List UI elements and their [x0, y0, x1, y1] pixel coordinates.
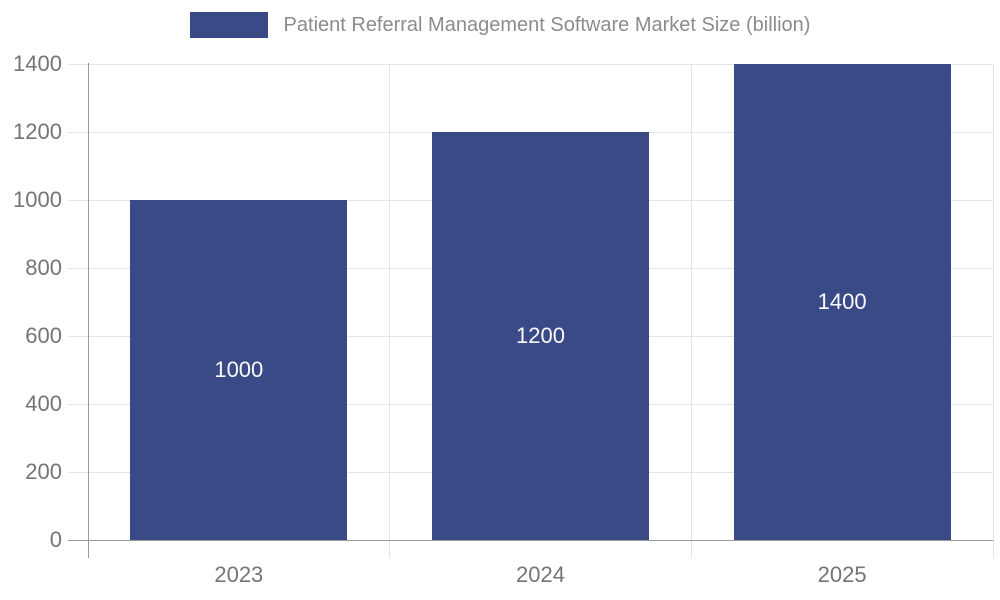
y-axis-tick	[68, 471, 88, 473]
y-tick-label: 800	[25, 255, 62, 280]
y-tick-label: 600	[25, 323, 62, 348]
y-tick-label: 1400	[13, 51, 62, 76]
bar-value-label: 1200	[516, 323, 565, 348]
x-axis-tick	[690, 540, 692, 558]
y-axis-tick	[68, 63, 88, 65]
x-axis-tick	[389, 540, 391, 558]
y-tick-label: 1200	[13, 119, 62, 144]
bar[interactable]	[431, 132, 650, 540]
x-tick-label: 2023	[214, 562, 264, 587]
gridline-vertical	[992, 64, 994, 540]
y-axis-line	[87, 63, 89, 558]
bar-value-label: 1000	[214, 357, 264, 382]
bar[interactable]	[130, 200, 348, 540]
legend-swatch	[189, 12, 268, 38]
y-tick-label: 0	[49, 527, 62, 552]
y-tick-label: 200	[25, 459, 62, 484]
y-axis-tick	[68, 267, 88, 269]
y-axis-tick	[68, 199, 88, 201]
y-axis-tick	[68, 131, 88, 133]
y-tick-label: 1000	[13, 187, 62, 212]
bar-value-label: 1400	[817, 289, 867, 314]
gridline-horizontal	[88, 63, 993, 65]
legend[interactable]: Patient Referral Management Software Mar…	[0, 12, 1000, 38]
x-axis-line	[68, 539, 993, 541]
x-tick-label: 2024	[516, 562, 565, 587]
x-axis-tick	[992, 540, 994, 558]
legend-label: Patient Referral Management Software Mar…	[283, 14, 811, 36]
gridline-vertical	[690, 64, 692, 540]
y-axis-tick	[68, 335, 88, 337]
y-tick-label: 400	[25, 391, 62, 416]
x-tick-label: 2025	[817, 562, 867, 587]
gridline-vertical	[389, 64, 391, 540]
bar[interactable]	[733, 64, 951, 540]
y-axis-tick	[68, 403, 88, 405]
